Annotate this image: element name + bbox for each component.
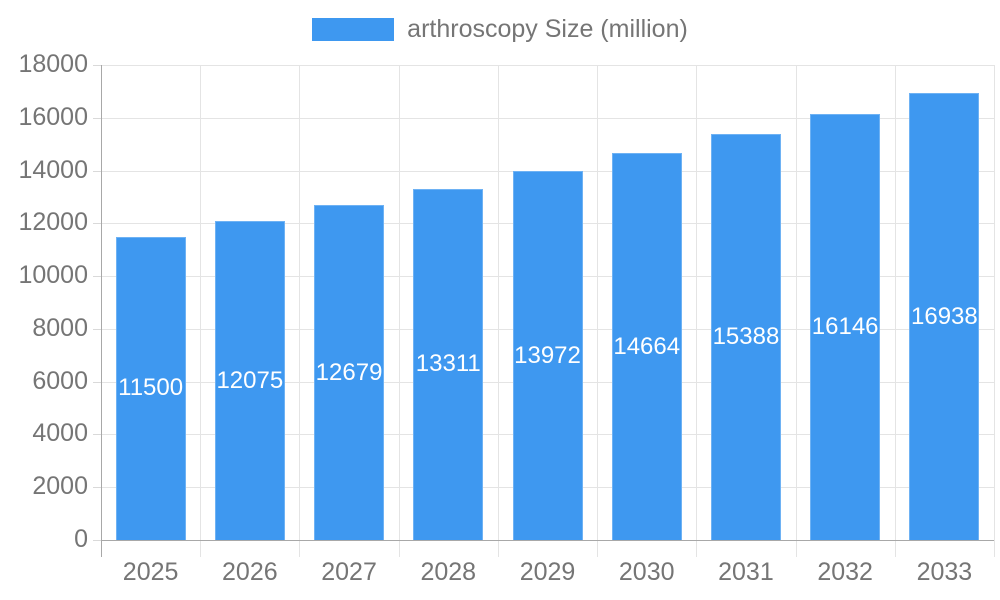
bar-value-label: 12679 [315,358,383,386]
x-axis-line [101,540,994,541]
bar-2025 [115,236,186,540]
y-axis-line [101,65,102,557]
y-gridline [101,170,994,172]
legend-swatch [312,18,395,41]
y-axis-label: 8000 [32,313,88,342]
y-axis-label: 12000 [18,208,88,237]
y-axis-label: 2000 [32,472,88,501]
x-gridline [994,65,995,557]
y-axis-label: 10000 [18,261,88,290]
bar-value-label: 16146 [811,312,879,340]
x-gridline [894,65,896,557]
y-tick [93,276,101,278]
x-axis-label: 2025 [122,558,179,586]
y-axis-label: 18000 [18,50,88,78]
x-gridline [398,65,400,557]
bar-value-label: 11500 [118,374,184,402]
y-tick [93,170,101,172]
x-gridline [795,65,797,557]
y-tick [93,381,101,383]
legend: arthroscopy Size (million) [0,17,1000,42]
x-axis-label: 2030 [618,558,675,586]
x-axis-label: 2032 [817,558,873,586]
y-tick [93,434,101,436]
y-axis-label: 6000 [32,366,88,395]
y-tick [93,328,101,330]
legend-label: arthroscopy Size (million) [407,15,688,43]
x-axis-label: 2026 [222,558,278,586]
x-axis-label: 2029 [519,558,576,586]
bar-value-label: 16938 [911,302,978,330]
bar-2032 [810,113,881,540]
bar-value-label: 12075 [216,366,284,394]
x-axis-label: 2033 [916,558,973,586]
x-gridline [200,65,202,557]
y-gridline [101,65,994,66]
bar-2026 [214,221,285,540]
y-axis-label: 16000 [18,102,88,131]
y-tick [93,540,101,541]
y-tick [93,487,101,489]
x-axis-label: 2028 [420,558,477,586]
bar-value-label: 13311 [415,350,481,378]
bar-2027 [314,205,385,540]
y-axis-label: 14000 [18,155,88,184]
bar-2029 [512,171,583,540]
y-axis-label: 0 [74,525,88,553]
x-gridline [299,65,301,557]
bar-value-label: 13972 [514,341,581,369]
y-axis-label: 4000 [32,419,88,448]
y-tick [93,223,101,225]
x-gridline [597,65,599,557]
x-gridline [497,65,499,557]
bar-2033 [909,93,980,540]
x-axis-label: 2027 [321,558,377,586]
x-gridline [696,65,698,557]
bar-2030 [611,153,682,540]
y-tick [93,65,101,66]
bar-value-label: 15388 [712,322,780,350]
bar-2028 [413,188,484,540]
x-axis-label: 2031 [718,558,774,586]
y-gridline [101,117,994,119]
bar-2031 [710,133,781,540]
y-tick [93,117,101,119]
bar-value-label: 14664 [613,332,681,360]
